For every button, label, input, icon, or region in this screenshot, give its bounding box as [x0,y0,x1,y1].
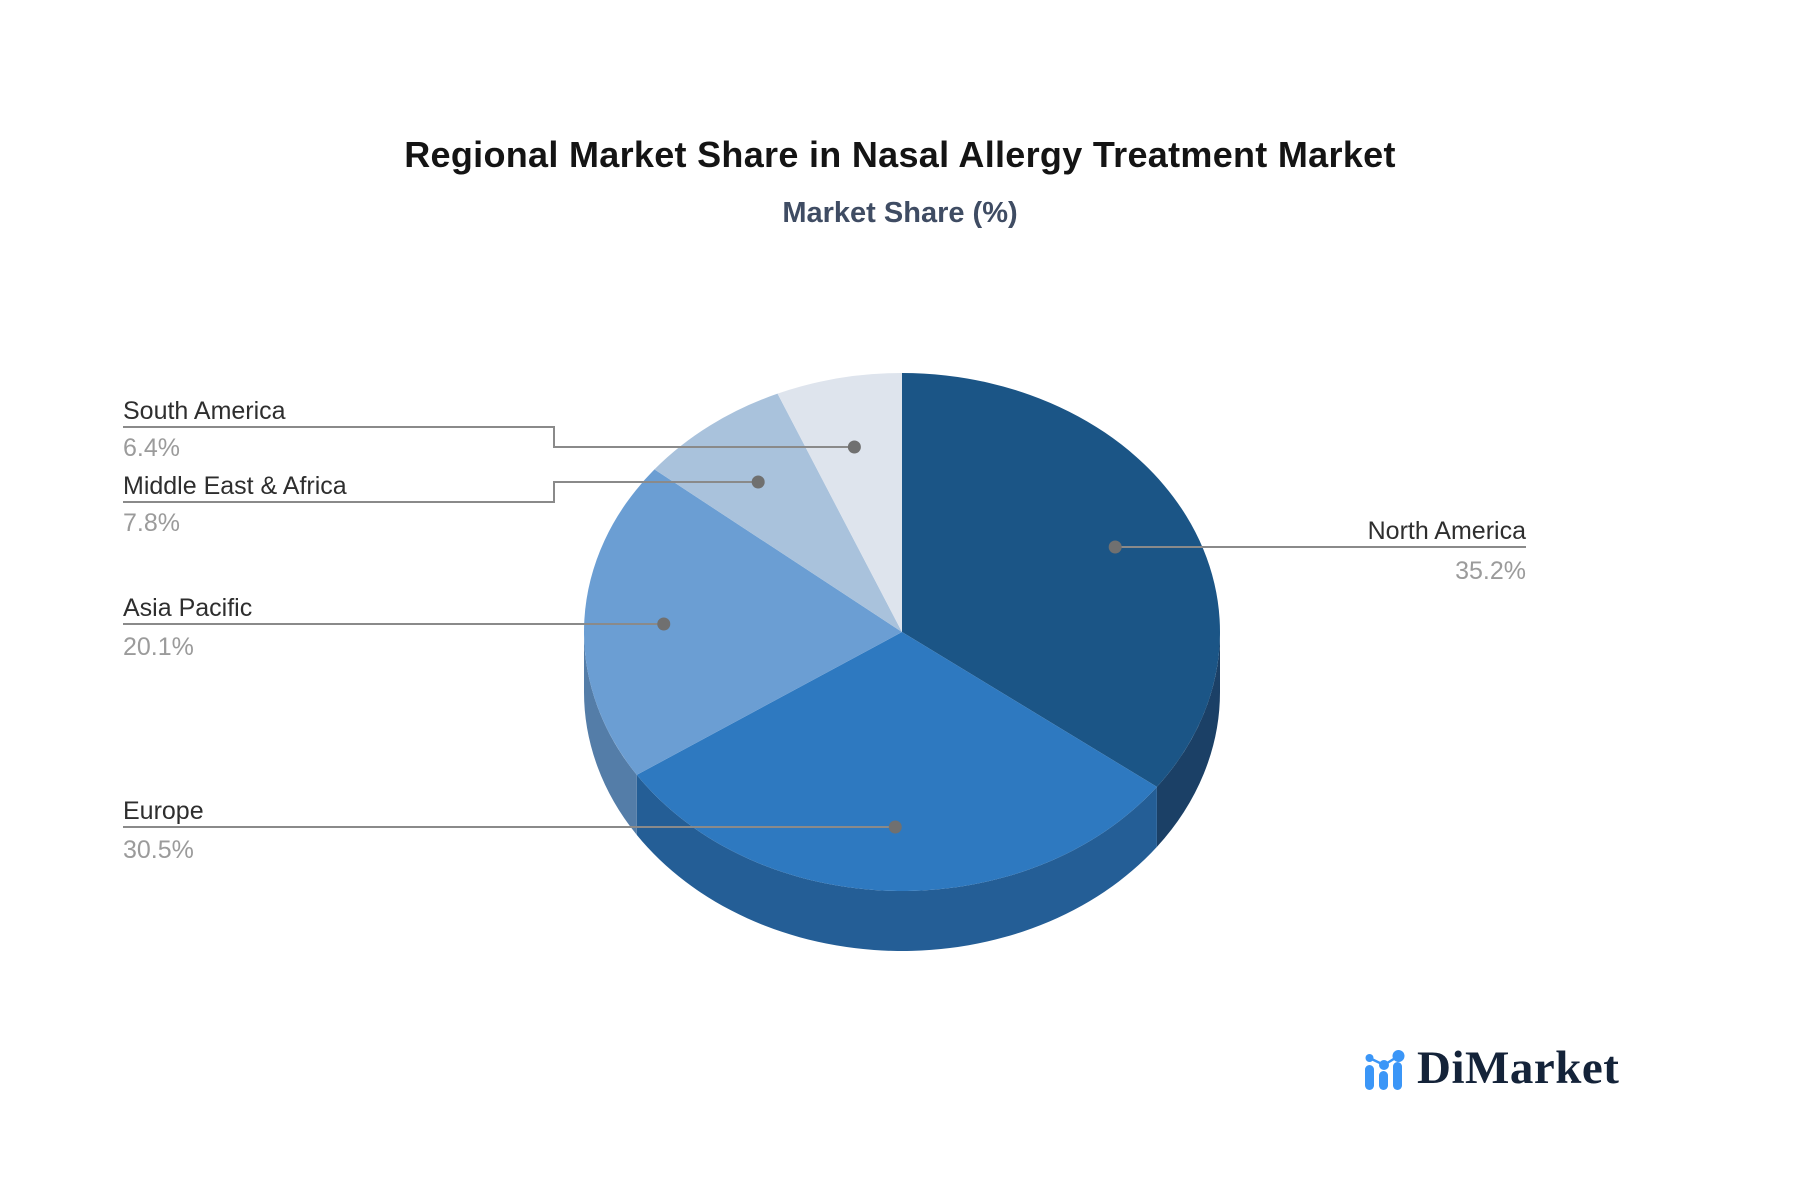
slice-label-name: Middle East & Africa [123,472,347,500]
leader-dot [751,475,765,489]
slice-label-name: Europe [123,797,204,825]
pie-slice-side [636,774,1157,951]
leader-line [123,426,855,448]
leader-dot [888,820,902,834]
leader-dot [1108,540,1122,554]
chart-title: Regional Market Share in Nasal Allergy T… [404,134,1396,175]
dimarket-logo: DiMarket [1363,1040,1619,1092]
slice-label-value: 30.5% [123,836,194,864]
pie-slice-side [1156,632,1220,847]
leader-dot [847,440,861,454]
slice-label-value: 6.4% [123,434,180,462]
slice-label-value: 7.8% [123,509,180,537]
pie-slice-north-america[interactable] [902,373,1220,787]
leader-line [123,481,759,503]
leader-dot [657,617,671,631]
slice-label-value: 35.2% [1455,557,1526,585]
pie-slice-south-america[interactable] [777,373,902,632]
pie-slice-asia-pacific[interactable] [584,469,902,775]
chart-subtitle: Market Share (%) [782,197,1018,229]
slice-label-name: South America [123,397,286,425]
slice-label-value: 20.1% [123,633,194,661]
dimarket-logo-icon [1365,1050,1405,1090]
dimarket-logo-text: DiMarket [1417,1042,1620,1094]
pie-slice-side [584,632,637,835]
pie-slice-middle-east-africa[interactable] [654,393,902,632]
slice-label-name: North America [1368,517,1526,545]
slice-label-name: Asia Pacific [123,594,252,622]
